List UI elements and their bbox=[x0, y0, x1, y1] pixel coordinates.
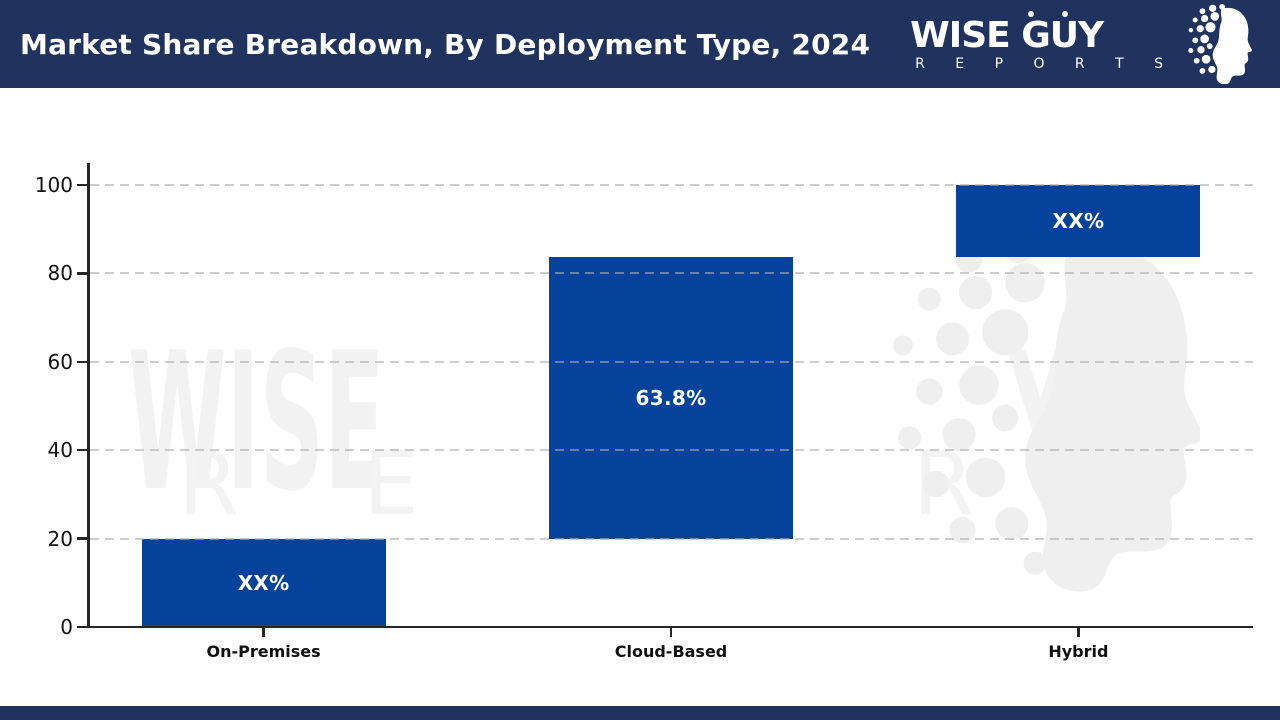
bar-on-premises: XX% bbox=[141, 538, 386, 627]
plot-area: 0 20 40 60 80 100 XX% On-Premises 63.8% Cloud-Bas… bbox=[35, 163, 1253, 661]
y-tick-label-40: 40 bbox=[47, 438, 73, 463]
y-tick-label-60: 60 bbox=[47, 349, 73, 374]
logo-u-dot bbox=[1028, 10, 1035, 17]
x-tick-on-premises bbox=[262, 628, 265, 637]
chart-canvas: WISE G Y R E P O R T S 020 bbox=[0, 88, 1280, 706]
x-tick-label-cloud-based: Cloud-Based bbox=[614, 642, 728, 661]
y-tick-60 bbox=[77, 360, 88, 364]
chart-title: Market Share Breakdown, By Deployment Ty… bbox=[20, 27, 871, 61]
y-axis-line bbox=[87, 163, 90, 628]
gridline-20 bbox=[90, 537, 1253, 540]
bar-hybrid: XX% bbox=[956, 185, 1201, 257]
x-tick-hybrid bbox=[1077, 628, 1080, 637]
gridline-80 bbox=[90, 272, 1253, 275]
gridline-100 bbox=[90, 184, 1253, 187]
gridline-60 bbox=[90, 360, 1253, 363]
logo-text: WISE GUY R E P O R T S bbox=[910, 10, 1176, 72]
x-tick-cloud-based bbox=[669, 628, 673, 637]
x-tick-label-hybrid: Hybrid bbox=[1048, 642, 1109, 661]
dotted-head-icon bbox=[1188, 4, 1252, 84]
x-axis-line bbox=[87, 625, 1253, 628]
bar-value-label-cloud-based: 63.8% bbox=[635, 385, 707, 410]
y-tick-40 bbox=[77, 448, 88, 452]
y-tick-100 bbox=[77, 183, 88, 187]
y-tick-label-0: 0 bbox=[60, 615, 73, 639]
x-tick-label-on-premises: On-Premises bbox=[206, 642, 321, 661]
header-bar: Market Share Breakdown, By Deployment Ty… bbox=[0, 0, 1280, 88]
y-tick-label-80: 80 bbox=[47, 261, 73, 286]
y-tick-0 bbox=[77, 625, 88, 629]
wise-guy-logo: WISE GUY R E P O R T S bbox=[910, 4, 1254, 84]
footer-bar bbox=[0, 706, 1280, 720]
y-tick-label-20: 20 bbox=[47, 526, 73, 551]
y-tick-80 bbox=[77, 272, 88, 275]
gridline-40 bbox=[90, 449, 1253, 452]
bar-value-label-hybrid: XX% bbox=[1052, 208, 1105, 233]
y-tick-20 bbox=[77, 537, 88, 540]
bar-cloud-based: 63.8% bbox=[549, 256, 793, 539]
y-tick-label-100: 100 bbox=[34, 173, 73, 198]
logo-y-dot bbox=[1062, 10, 1069, 17]
logo-wordmark: WISE GUY bbox=[910, 14, 1104, 56]
logo-subtitle: R E P O R T S bbox=[915, 55, 1176, 72]
bar-value-label-on-premises: XX% bbox=[237, 570, 290, 595]
